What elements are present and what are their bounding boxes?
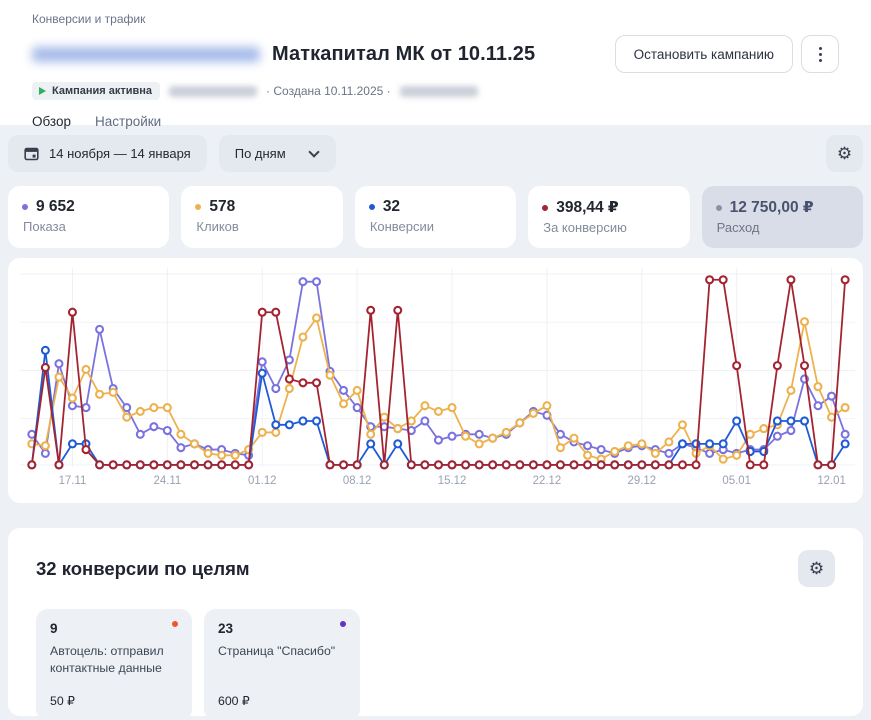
line-chart[interactable]: 17.11 24.11 01.12 08.12 15.12 22.12 29.12 05.01… <box>12 260 859 501</box>
campaign-header: Конверсии и трафик Маткапитал МК от 10.1… <box>0 0 871 142</box>
metric-card-cost-per-conversion[interactable]: 398,44 ₽ За конверсию <box>528 186 690 248</box>
calendar-icon <box>24 147 39 161</box>
metric-card-impressions[interactable]: 9 652 Показа <box>8 186 170 248</box>
goal-name: Автоцель: отправил контактные данные <box>50 644 164 676</box>
goal-count: 23 <box>218 621 234 636</box>
redacted-campaign-id <box>32 46 260 62</box>
gear-icon: ⚙ <box>808 558 825 578</box>
redacted-meta-2 <box>399 85 478 97</box>
metric-label: Показа <box>23 219 66 234</box>
svg-text:17.11: 17.11 <box>59 475 87 487</box>
status-badge-label: Кампания активна <box>52 85 153 97</box>
metric-ring-icon <box>368 204 375 210</box>
svg-text:15.12: 15.12 <box>438 475 467 487</box>
traffic-chart-card: 17.11 24.11 01.12 08.12 15.12 22.12 29.12 05.01… <box>8 258 863 503</box>
svg-text:01.12: 01.12 <box>248 475 277 487</box>
metric-ring-icon <box>22 204 28 210</box>
play-icon <box>39 87 46 95</box>
metric-value: 578 <box>209 198 236 215</box>
goal-count: 9 <box>50 621 58 636</box>
conversions-title: 32 конверсии по целям <box>36 557 250 579</box>
granularity-select[interactable]: По дням <box>218 135 336 172</box>
kebab-menu-button[interactable] <box>801 35 839 73</box>
redacted-meta-1 <box>169 85 258 97</box>
date-range-label: 14 ноября — 14 января <box>49 146 191 161</box>
page-title: Маткапитал МК от 10.11.25 <box>272 42 536 65</box>
goal-card-thanks-page[interactable]: 23 Страница "Спасибо" 600 ₽ <box>204 609 360 720</box>
svg-text:12.01: 12.01 <box>817 475 846 487</box>
created-date: · Создана 10.11.2025 · <box>266 84 391 98</box>
metric-label: За конверсию <box>543 220 627 235</box>
tab-settings[interactable]: Настройки <box>95 114 162 129</box>
metric-label: Конверсии <box>369 219 435 234</box>
svg-text:24.11: 24.11 <box>154 475 182 487</box>
metric-value: 12 750,00 ₽ <box>729 199 814 216</box>
metric-ring-icon <box>195 204 202 210</box>
metric-label: Кликов <box>196 219 239 234</box>
goals-settings-button[interactable]: ⚙ <box>798 550 835 587</box>
metric-card-clicks[interactable]: 578 Кликов <box>181 186 343 248</box>
goal-ring-icon <box>172 621 178 627</box>
status-badge: Кампания активна <box>32 82 161 100</box>
svg-text:05.01: 05.01 <box>722 475 751 487</box>
metric-ring-icon <box>715 204 722 211</box>
metric-card-spend[interactable]: 12 750,00 ₽ Расход <box>701 186 864 248</box>
chart-toolbar: 14 ноября — 14 января По дням ⚙ <box>8 135 863 172</box>
metric-value: 32 <box>382 198 401 215</box>
metric-card-conversions[interactable]: 32 Конверсии <box>354 186 517 248</box>
metric-cards: 9 652 Показа 578 Кликов 32 Конверсии 398… <box>8 186 864 248</box>
metric-label: Расход <box>716 220 760 235</box>
granularity-label: По дням <box>234 146 286 161</box>
date-range-picker[interactable]: 14 ноября — 14 января <box>8 135 207 172</box>
stop-campaign-button[interactable]: Остановить кампанию <box>614 35 793 73</box>
conversions-by-goals-section: 32 конверсии по целям ⚙ 9 Автоцель: отпр… <box>8 528 863 720</box>
breadcrumb[interactable]: Конверсии и трафик <box>32 12 146 26</box>
goal-ring-icon <box>340 621 346 627</box>
metric-value: 9 652 <box>36 198 75 215</box>
goal-price: 50 ₽ <box>50 694 75 708</box>
chevron-down-icon <box>307 145 320 158</box>
goal-cards: 9 Автоцель: отправил контактные данные 5… <box>36 609 835 720</box>
svg-text:29.12: 29.12 <box>628 475 657 487</box>
metric-value: 398,44 ₽ <box>556 199 619 216</box>
goal-name: Страница "Спасибо" <box>218 644 336 658</box>
gear-icon: ⚙ <box>836 143 853 163</box>
goal-price: 600 ₽ <box>218 694 250 708</box>
chart-settings-button[interactable]: ⚙ <box>826 135 863 172</box>
metric-ring-icon <box>542 204 549 211</box>
svg-text:08.12: 08.12 <box>343 475 372 487</box>
svg-text:22.12: 22.12 <box>533 475 562 487</box>
goal-card-autogoal[interactable]: 9 Автоцель: отправил контактные данные 5… <box>36 609 192 720</box>
